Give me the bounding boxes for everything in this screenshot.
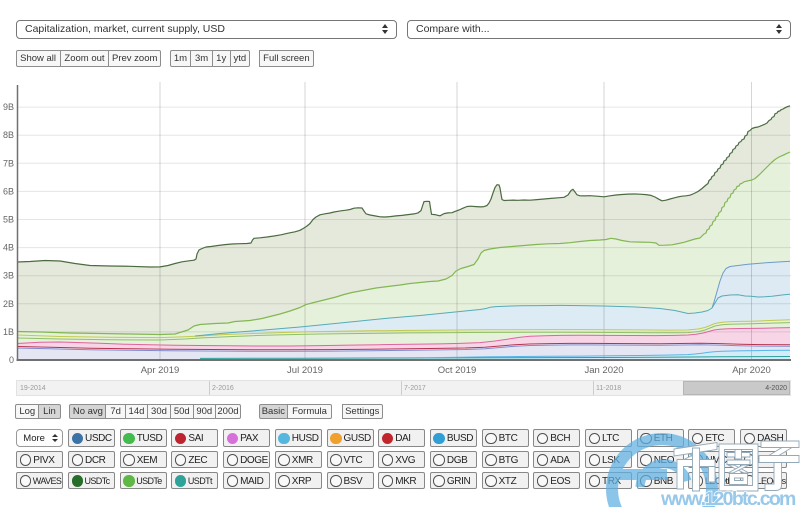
svg-text:3B: 3B (3, 271, 14, 281)
svg-text:7B: 7B (3, 158, 14, 168)
svg-text:2B: 2B (3, 299, 14, 309)
svg-text:9B: 9B (3, 102, 14, 112)
svg-text:0: 0 (9, 355, 14, 365)
svg-text:1B: 1B (3, 327, 14, 337)
svg-text:Jan 2020: Jan 2020 (584, 365, 623, 376)
svg-text:Apr 2020: Apr 2020 (732, 365, 771, 376)
svg-text:5B: 5B (3, 215, 14, 225)
svg-text:Jul 2019: Jul 2019 (287, 365, 323, 376)
svg-text:Apr 2019: Apr 2019 (141, 365, 180, 376)
svg-text:8B: 8B (3, 130, 14, 140)
svg-text:Oct 2019: Oct 2019 (438, 365, 477, 376)
svg-text:www.120btc.com: www.120btc.com (660, 488, 796, 507)
svg-text:6B: 6B (3, 186, 14, 196)
svg-text:4B: 4B (3, 243, 14, 253)
